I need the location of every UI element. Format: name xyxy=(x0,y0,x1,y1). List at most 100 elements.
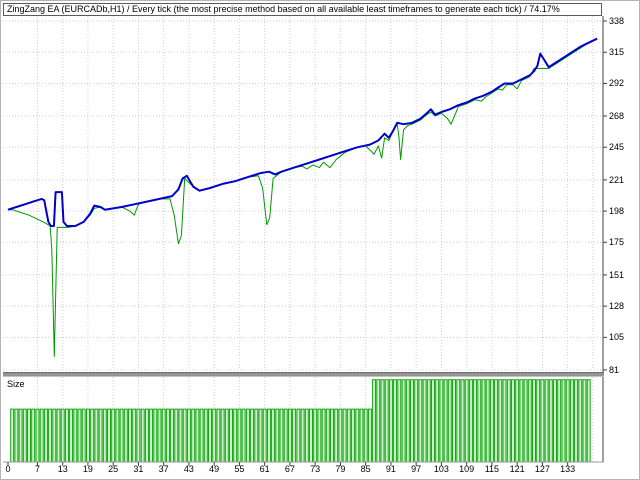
size-bar xyxy=(536,379,541,463)
size-bar xyxy=(123,408,128,463)
size-bar xyxy=(515,379,520,463)
size-bar xyxy=(506,379,511,463)
y-tick-label: 221 xyxy=(609,174,625,185)
x-tick-label: 127 xyxy=(534,464,550,474)
size-bar xyxy=(317,408,322,463)
x-tick-label: 121 xyxy=(509,464,525,474)
size-bar xyxy=(414,379,419,463)
y-tick-label: 292 xyxy=(609,78,625,89)
size-bar xyxy=(494,379,499,463)
size-bar xyxy=(191,408,196,463)
size-bar xyxy=(43,408,48,463)
size-bar xyxy=(523,379,528,463)
size-bar xyxy=(561,379,566,463)
size-bar xyxy=(447,379,452,463)
y-tick-label: 81 xyxy=(609,364,620,375)
size-bar xyxy=(132,408,137,463)
size-bar xyxy=(52,408,57,463)
size-bar xyxy=(422,379,427,463)
size-bar xyxy=(94,408,99,463)
y-tick-label: 315 xyxy=(609,47,625,58)
size-bar xyxy=(565,379,570,463)
size-bar xyxy=(300,408,305,463)
size-bar xyxy=(149,408,154,463)
size-panel-label: Size xyxy=(7,379,25,389)
size-bar xyxy=(569,379,574,463)
size-bar xyxy=(136,408,141,463)
size-bar xyxy=(435,379,440,463)
y-tick-label: 105 xyxy=(609,332,625,343)
size-bar xyxy=(18,408,23,463)
size-bar xyxy=(578,379,583,463)
y-tick-label: 175 xyxy=(609,237,625,248)
y-tick-label: 198 xyxy=(609,206,625,217)
size-bar xyxy=(254,408,259,463)
size-bar xyxy=(128,408,132,463)
size-bar xyxy=(287,408,292,463)
size-bar xyxy=(304,408,309,463)
size-bar xyxy=(111,408,116,463)
size-bar xyxy=(275,408,280,463)
size-bar xyxy=(245,408,250,463)
y-tick-label: 151 xyxy=(609,269,625,280)
size-bar xyxy=(119,408,124,463)
size-bar xyxy=(60,408,65,463)
x-tick-label: 19 xyxy=(82,464,93,474)
size-bar xyxy=(174,408,179,463)
size-bar xyxy=(443,379,448,463)
size-bar xyxy=(14,408,19,463)
size-bar xyxy=(229,408,233,463)
size-bar xyxy=(325,408,330,463)
size-bar xyxy=(10,408,15,463)
size-bar xyxy=(237,408,242,463)
size-bar xyxy=(309,408,313,463)
x-tick-label: 31 xyxy=(133,464,144,474)
size-bar xyxy=(355,408,360,463)
x-tick-label: 103 xyxy=(433,464,449,474)
size-bar xyxy=(73,408,78,463)
size-bar xyxy=(338,408,343,463)
size-bar xyxy=(582,379,587,463)
size-bar xyxy=(39,408,44,463)
size-bar xyxy=(77,408,82,463)
x-tick-label: 67 xyxy=(284,464,295,474)
size-bar xyxy=(574,379,579,463)
size-bar xyxy=(367,408,372,463)
size-bar xyxy=(212,408,217,463)
size-bar xyxy=(86,408,90,463)
size-bar xyxy=(464,379,469,463)
size-bar xyxy=(153,408,158,463)
size-bar xyxy=(165,408,170,463)
size-bar xyxy=(519,379,524,463)
size-bar xyxy=(296,408,301,463)
size-bar xyxy=(586,379,591,463)
x-tick-label: 109 xyxy=(459,464,475,474)
size-bar xyxy=(241,408,246,463)
size-bar xyxy=(199,408,204,463)
size-bar xyxy=(405,379,410,463)
size-bar xyxy=(233,408,238,463)
x-tick-label: 43 xyxy=(183,464,194,474)
size-bar xyxy=(452,379,456,463)
size-bar xyxy=(363,408,368,463)
size-bar xyxy=(431,379,435,463)
size-bar xyxy=(81,408,86,463)
size-bar xyxy=(418,379,423,463)
size-bar xyxy=(271,408,276,463)
size-bar xyxy=(250,408,255,463)
size-bar xyxy=(279,408,284,463)
size-bar xyxy=(557,379,562,463)
size-bar xyxy=(553,379,557,463)
size-bar xyxy=(346,408,351,463)
size-bar xyxy=(334,408,339,463)
size-bar xyxy=(157,408,162,463)
size-bar xyxy=(532,379,536,463)
size-bar xyxy=(170,408,175,463)
size-bar xyxy=(224,408,229,463)
size-bar xyxy=(473,379,478,463)
size-bar xyxy=(548,379,553,463)
x-tick-label: 73 xyxy=(310,464,321,474)
size-bar xyxy=(107,408,111,463)
size-bar xyxy=(262,408,267,463)
size-bar xyxy=(359,408,364,463)
